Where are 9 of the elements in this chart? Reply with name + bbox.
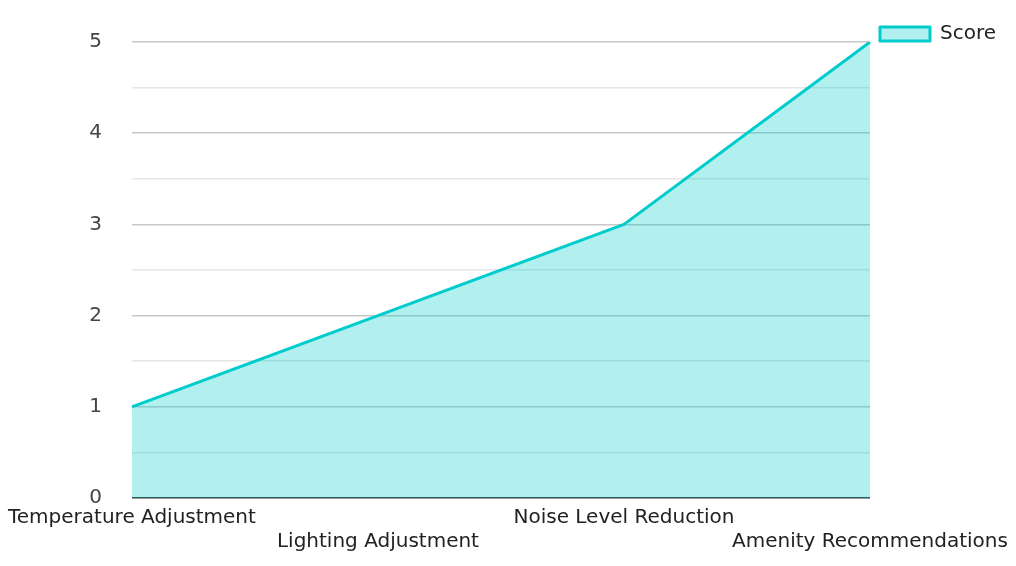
y-tick-label: 2 <box>89 301 102 326</box>
legend-label: Score <box>939 20 996 45</box>
x-tick-label: Amenity Recommendations <box>732 528 1008 553</box>
y-tick-label: 1 <box>89 393 102 417</box>
y-tick-label: 4 <box>89 119 102 144</box>
y-tick-label: 3 <box>89 210 102 235</box>
x-tick-label: Lighting Adjustment <box>276 528 480 553</box>
y-tick-label: 5 <box>89 28 102 53</box>
x-tick-label: Noise Level Reduction <box>513 504 735 529</box>
